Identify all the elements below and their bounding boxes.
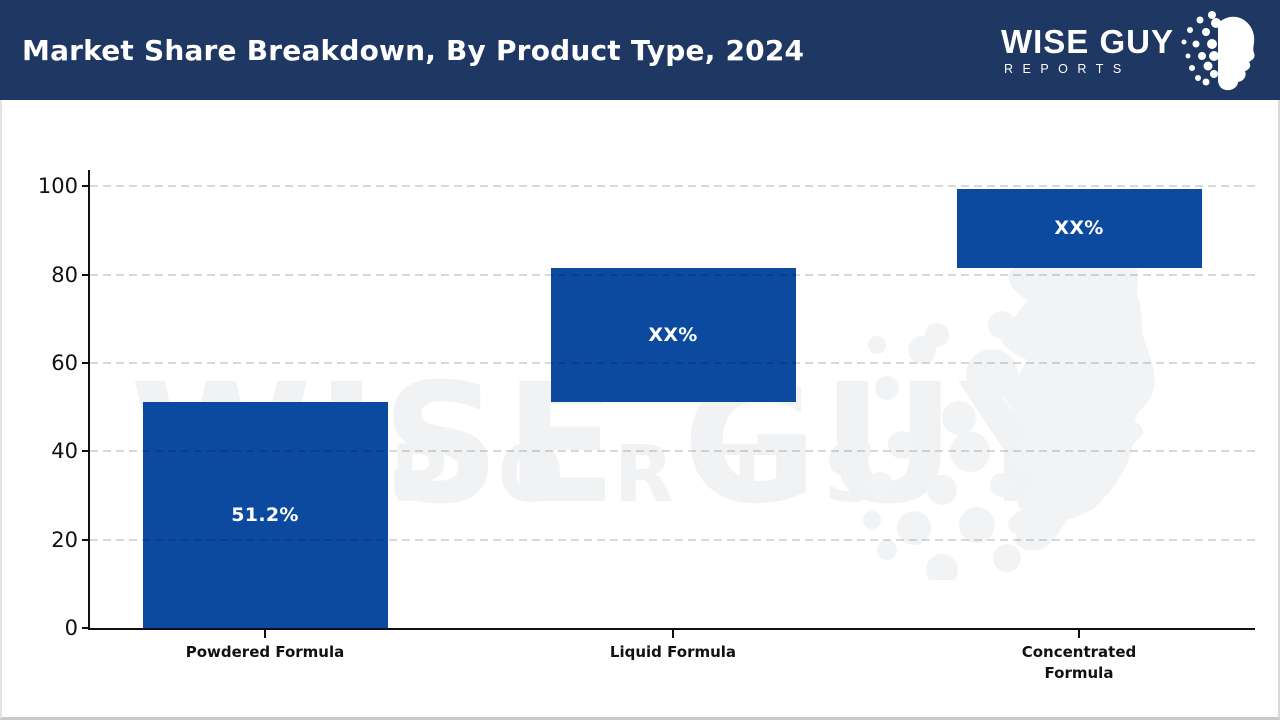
gridline-y40: [90, 450, 1255, 453]
logo-wordmark-line1: WISE GUY: [1000, 22, 1174, 60]
gridline-y60: [90, 362, 1255, 364]
gridline-y20: [90, 538, 1255, 541]
bar-2: XX%: [550, 268, 796, 402]
y-axis-spine: [88, 170, 90, 630]
ytick-mark: [82, 185, 90, 188]
wiseguy-logo: WISE GUY REPORTS: [1001, 8, 1258, 92]
ytick-mark: [82, 627, 90, 629]
xcategory-label: Liquid Formula: [609, 643, 737, 661]
gridline-y80: [90, 273, 1255, 276]
bar-value-label: 51.2%: [231, 503, 299, 526]
xtick-mark: [264, 630, 266, 638]
logo-wordmark: WISE GUY REPORTS: [1001, 25, 1174, 76]
ytick-label: 40: [51, 439, 78, 464]
ytick-mark: [82, 450, 90, 453]
bar-3: XX%: [956, 188, 1202, 269]
chart-title: Market Share Breakdown, By Product Type,…: [22, 33, 805, 67]
xcategory-label: Powdered Formula: [185, 643, 345, 661]
header-bar: Market Share Breakdown, By Product Type,…: [0, 0, 1280, 100]
ytick-mark: [82, 273, 90, 276]
bar-value-label: XX%: [1054, 217, 1104, 240]
xtick-mark: [672, 630, 674, 638]
logo-head-icon: [1181, 11, 1255, 91]
ytick-label: 80: [51, 262, 78, 287]
xtick-mark: [1078, 630, 1080, 638]
bar-value-label: XX%: [648, 323, 698, 346]
ytick-label: 20: [51, 527, 78, 552]
bar-1: 51.2%: [142, 401, 388, 628]
watermark-head-icon: [863, 223, 1155, 580]
ytick-mark: [82, 538, 90, 541]
ytick-label: 0: [64, 616, 78, 640]
x-axis-spine: [88, 628, 1255, 630]
chart-area: WISE GUY REPORTS 0 20 40 60 80 100 51.2% XX% XX%…: [0, 100, 1280, 720]
bar-chart: 0 20 40 60 80 100 51.2% XX% XX% Powdered Formula L…: [2, 100, 1278, 717]
ytick-label: 100: [37, 174, 78, 199]
ytick-label: 60: [51, 351, 78, 375]
gridline-y100: [90, 185, 1255, 188]
ytick-mark: [82, 362, 90, 364]
logo-wordmark-line2: REPORTS: [1003, 61, 1131, 76]
xcategory-label: Concentrated Formula: [1021, 643, 1137, 682]
